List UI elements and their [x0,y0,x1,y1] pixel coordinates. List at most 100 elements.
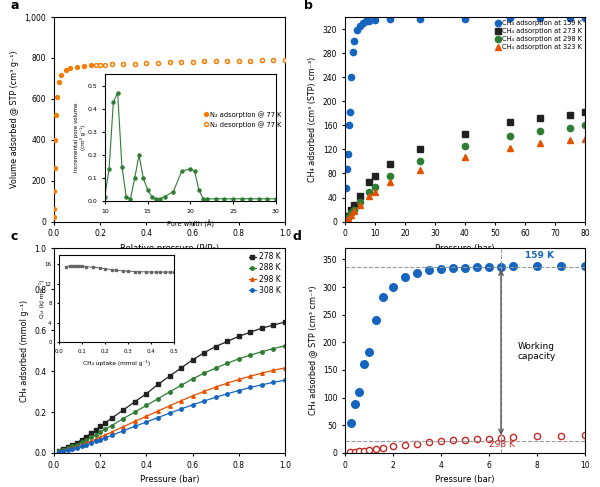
N₂ desorption @ 77 K [200,58,208,64]
278 K [247,329,254,335]
N₂ desorption @ 77 K [247,57,254,63]
CH₄ adsorption at 298 K [350,206,358,212]
N₂ adsorption @ 77 K [51,188,58,194]
278 K [178,365,185,371]
CH₄ adsorption at 159 K [362,19,370,24]
CH₄ adsorption at 298 K [416,158,424,164]
308 K [258,382,265,388]
N₂ desorption @ 77 K [224,58,231,64]
N₂ adsorption @ 77 K [143,60,150,66]
288 K [224,360,231,366]
N₂ adsorption @ 77 K [247,57,254,63]
308 K [83,442,90,448]
N₂ desorption @ 77 K [178,59,185,65]
288 K [101,427,109,432]
298 K [108,429,115,435]
298 K [83,440,90,446]
298 K [92,436,99,442]
CH₄ adsorption at 159 K [356,23,364,29]
N₂ desorption @ 77 K [189,59,196,65]
298 K [270,367,277,373]
CH₄ adsorption at 159 K [343,166,350,171]
CH₄ adsorption at 273 K [581,109,589,115]
CH₄ adsorption at 298 K [365,188,373,194]
298 K [120,424,127,430]
CH₄ adsorption at 159 K [371,17,379,23]
CH₄ adsorption at 298 K [506,132,514,138]
CH₄ adsorption at 323 K [347,212,355,218]
298 K [59,448,67,453]
N₂ desorption @ 77 K [120,61,127,67]
298 K [281,365,289,371]
CH₄ adsorption at 323 K [365,193,373,199]
308 K [131,423,139,429]
278 K [143,391,150,396]
298 K [212,384,220,390]
N₂ adsorption @ 77 K [50,206,58,212]
N₂ desorption @ 77 K [154,60,161,66]
298 K [224,380,231,386]
288 K [59,447,67,452]
CH₄ adsorption at 323 K [566,137,574,143]
298 K [69,445,76,451]
308 K [247,385,254,391]
278 K [166,373,173,379]
288 K [178,382,185,388]
N₂ desorption @ 77 K [97,62,104,68]
N₂ desorption @ 77 K [235,58,242,64]
288 K [92,432,99,438]
CH₄ adsorption at 273 K [506,119,514,125]
278 K [69,442,76,448]
Text: Working
capacity: Working capacity [518,342,556,361]
308 K [200,398,208,404]
CH₄ adsorption at 298 K [566,125,574,131]
278 K [281,319,289,325]
Line: CH₄ adsorption at 323 K: CH₄ adsorption at 323 K [343,135,588,223]
308 K [154,414,161,420]
308 K [78,444,85,450]
278 K [235,334,242,339]
CH₄ adsorption at 323 K [356,202,364,207]
308 K [189,402,196,408]
288 K [143,403,150,409]
CH₄ adsorption at 273 K [461,131,469,137]
N₂ adsorption @ 77 K [50,215,58,221]
298 K [154,408,161,414]
308 K [108,432,115,438]
N₂ adsorption @ 77 K [166,59,173,65]
CH₄ adsorption at 159 K [353,27,361,33]
278 K [73,440,80,446]
298 K [200,389,208,394]
N₂ adsorption @ 77 K [51,166,58,171]
288 K [78,439,85,445]
N₂ adsorption @ 77 K [212,58,220,64]
N₂ adsorption @ 77 K [62,67,69,73]
278 K [59,446,67,452]
Text: d: d [292,230,301,243]
298 K [88,438,95,444]
Y-axis label: CH₄ adsorbed (cm³ (STP) cm⁻³): CH₄ adsorbed (cm³ (STP) cm⁻³) [308,56,317,182]
308 K [270,379,277,385]
CH₄ adsorption at 159 K [506,15,514,21]
N₂ desorption @ 77 K [281,57,289,63]
CH₄ adsorption at 159 K [342,186,349,191]
298 K [131,418,139,424]
Line: 278 K: 278 K [57,320,287,452]
CH₄ adsorption at 273 K [344,213,352,219]
278 K [189,357,196,363]
278 K [108,415,115,421]
N₂ adsorption @ 77 K [97,62,104,68]
Line: CH₄ adsorption at 273 K: CH₄ adsorption at 273 K [343,109,588,222]
298 K [55,449,62,454]
CH₄ adsorption at 298 K [386,173,394,179]
288 K [200,370,208,376]
CH₄ adsorption at 159 K [566,15,574,21]
288 K [64,445,71,451]
CH₄ adsorption at 159 K [344,151,352,157]
N₂ desorption @ 77 K [270,57,277,63]
CH₄ adsorption at 159 K [349,49,356,55]
Legend: 278 K, 288 K, 298 K, 308 K: 278 K, 288 K, 298 K, 308 K [248,252,281,295]
278 K [83,433,90,439]
CH₄ adsorption at 273 K [416,147,424,152]
X-axis label: Pressure (bar): Pressure (bar) [140,475,199,484]
